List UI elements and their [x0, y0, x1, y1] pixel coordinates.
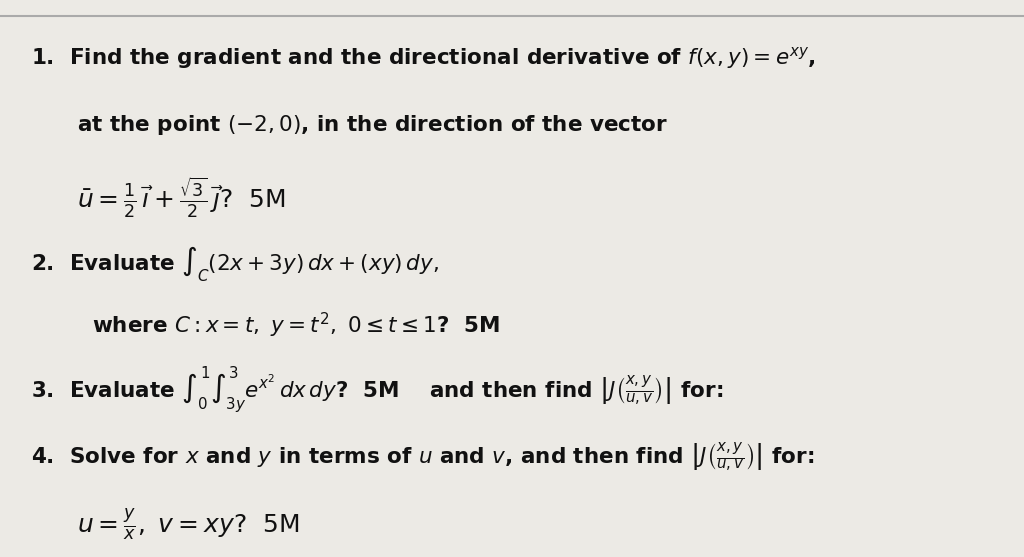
Text: 2.  Evaluate $\int_{C} (2x+3y)\,dx + (xy)\,dy,$: 2. Evaluate $\int_{C} (2x+3y)\,dx + (xy)… — [31, 245, 438, 285]
Text: 3.  Evaluate $\int_{0}^{1}\int_{3y}^{3} e^{x^2}\,dx\,dy$?  5M    and then find $: 3. Evaluate $\int_{0}^{1}\int_{3y}^{3} e… — [31, 364, 723, 416]
Text: $u = \frac{y}{x},\ v = xy$?  5M: $u = \frac{y}{x},\ v = xy$? 5M — [77, 507, 299, 543]
Text: where $C: x=t,\ y=t^{2},\ 0\leq t\leq 1$?  5M: where $C: x=t,\ y=t^{2},\ 0\leq t\leq 1$… — [92, 311, 501, 340]
Text: 4.  Solve for $x$ and $y$ in terms of $u$ and $v$, and then find $\left|J\left(\: 4. Solve for $x$ and $y$ in terms of $u$… — [31, 441, 814, 475]
Text: 1.  Find the gradient and the directional derivative of $f(x,y)=e^{xy}$,: 1. Find the gradient and the directional… — [31, 46, 815, 71]
Text: at the point $(-2,0)$, in the direction of the vector: at the point $(-2,0)$, in the direction … — [77, 113, 668, 138]
Text: $\bar{u} = \frac{1}{2}\,\vec{\imath} + \frac{\sqrt{3}}{2}\,\vec{\jmath}$?  5M: $\bar{u} = \frac{1}{2}\,\vec{\imath} + \… — [77, 175, 286, 220]
